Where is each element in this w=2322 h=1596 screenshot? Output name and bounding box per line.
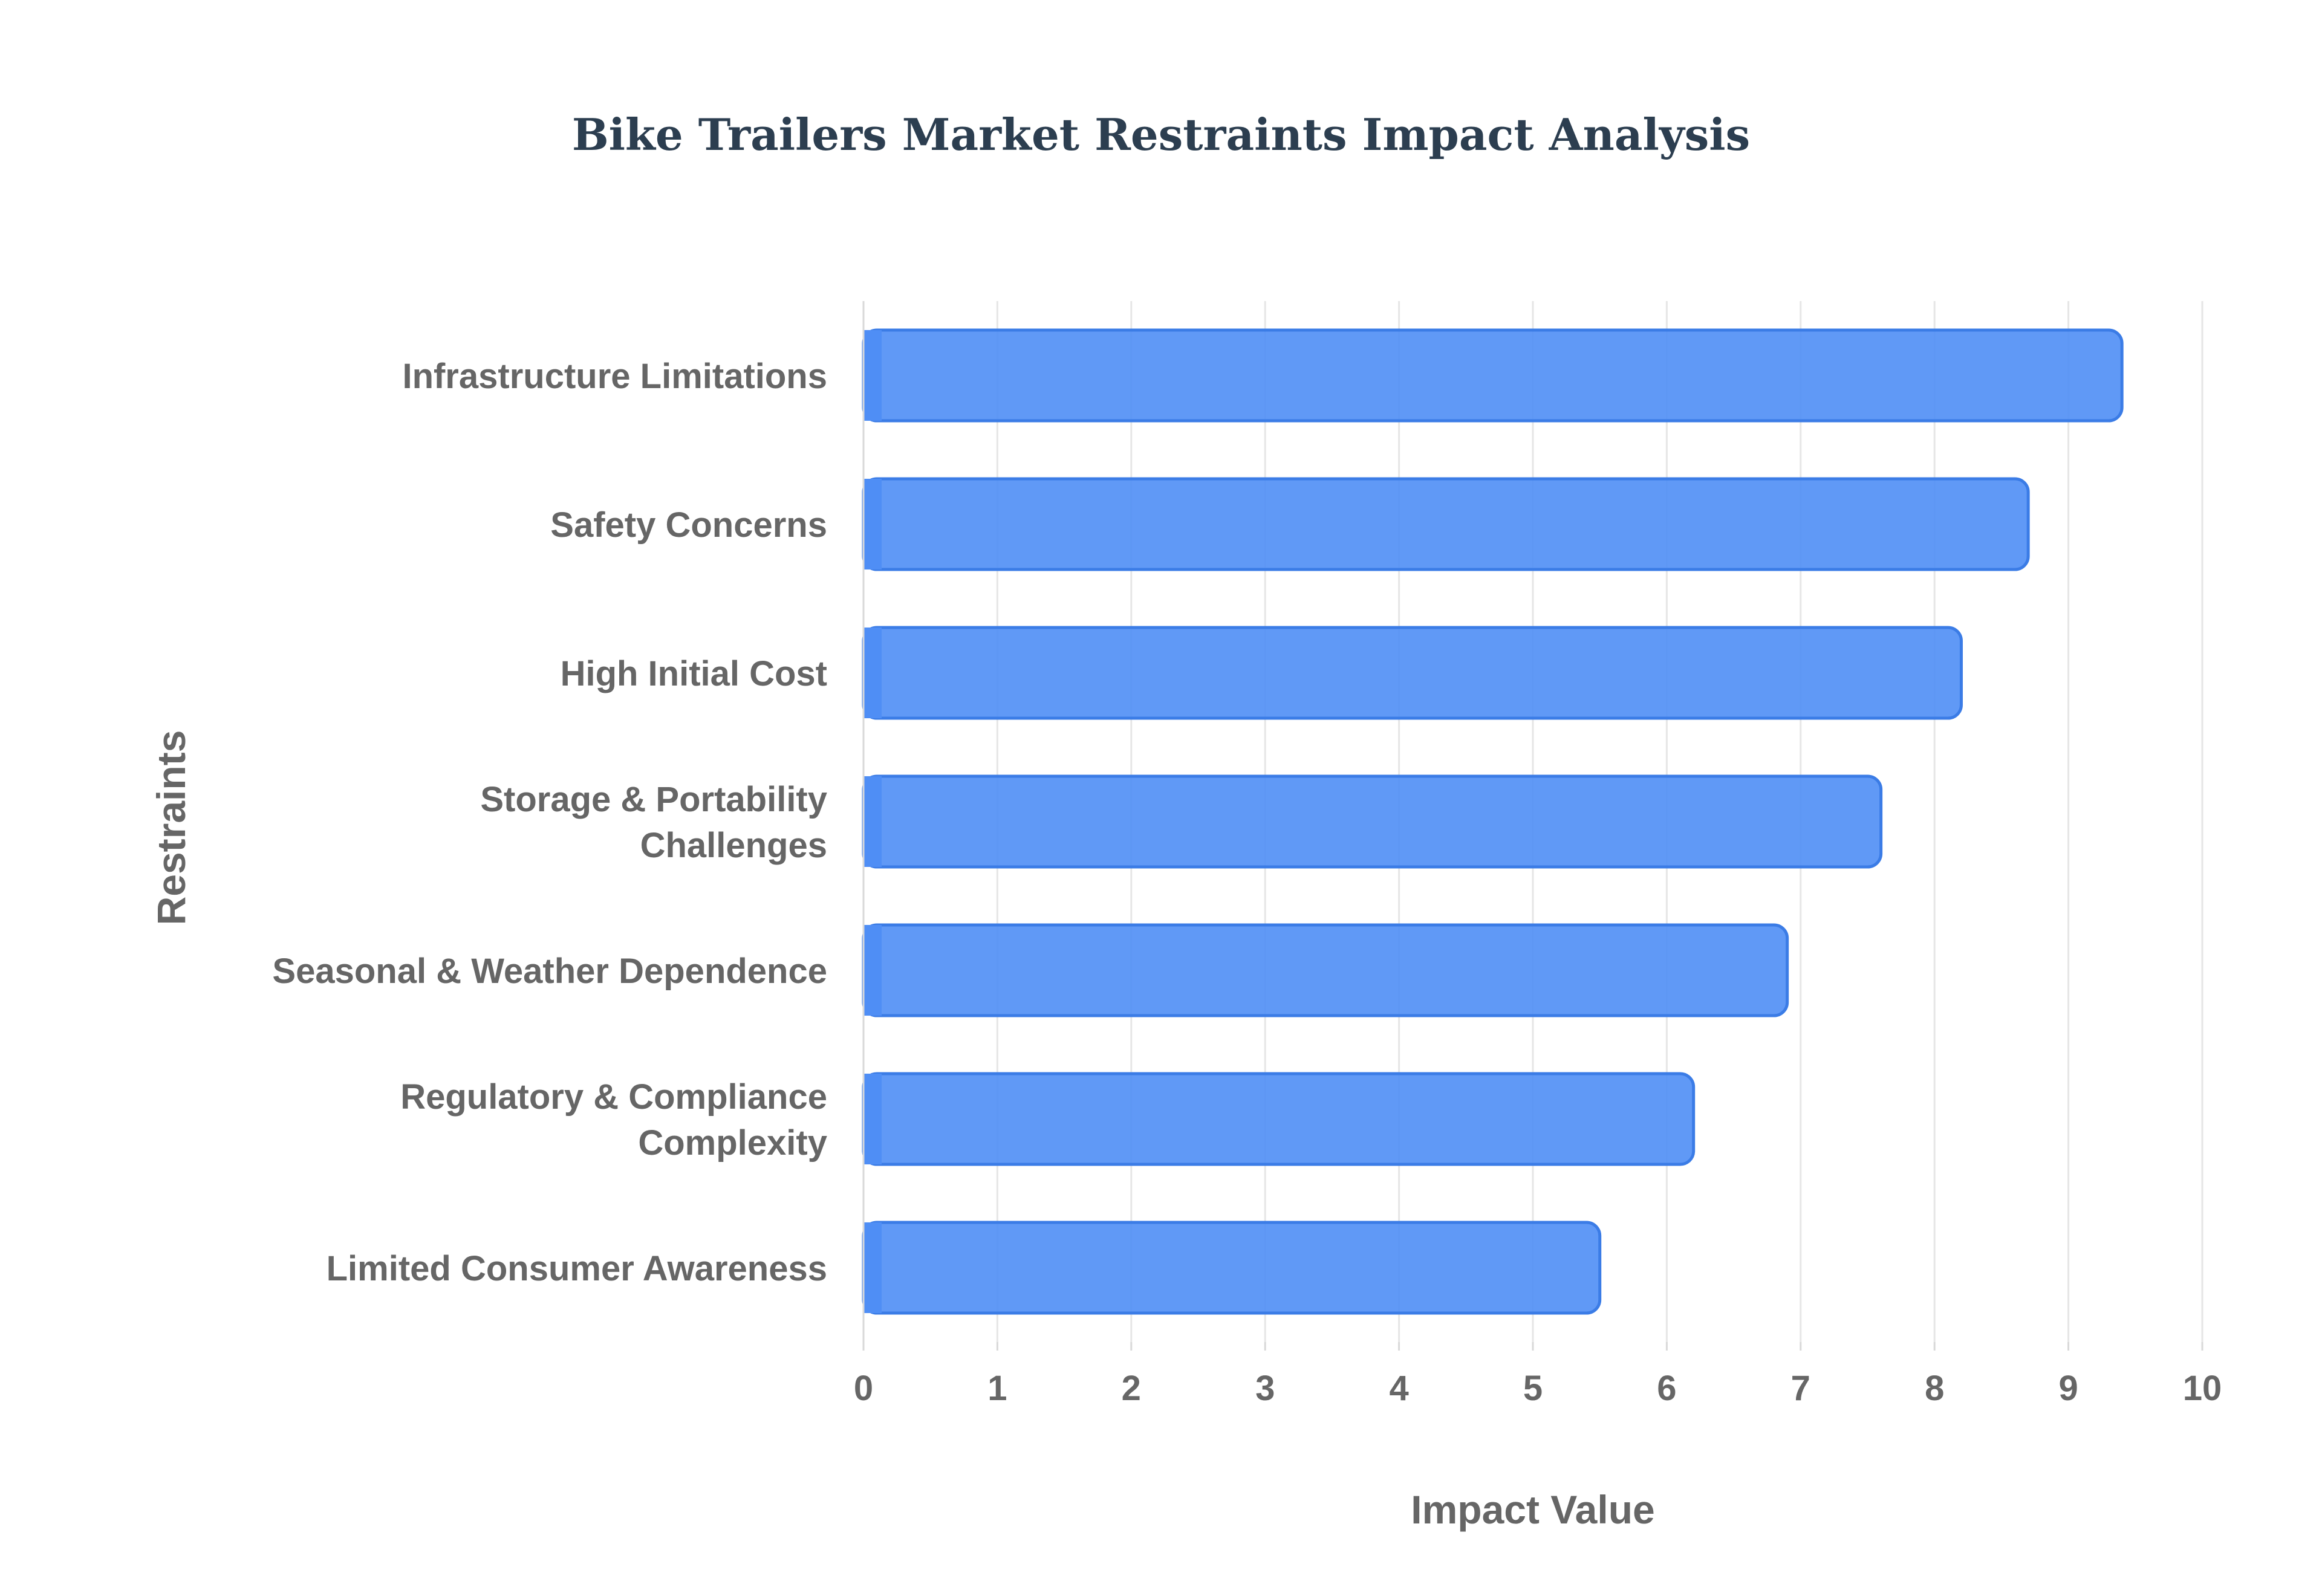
category-label: Regulatory & Compliance Complexity bbox=[400, 1077, 827, 1163]
bar[interactable] bbox=[862, 1221, 1602, 1315]
x-tick-label: 3 bbox=[1255, 1369, 1275, 1408]
bar[interactable] bbox=[862, 328, 2124, 423]
category-label-line: Infrastructure Limitations bbox=[402, 357, 827, 396]
category-label-line: Safety Concerns bbox=[550, 505, 827, 545]
x-tick-label: 0 bbox=[854, 1369, 873, 1408]
bar-base bbox=[863, 627, 882, 719]
x-tick-label: 10 bbox=[2183, 1369, 2222, 1408]
bar-base bbox=[863, 478, 882, 570]
x-tick-label: 5 bbox=[1523, 1369, 1543, 1408]
chart-title: Bike Trailers Market Restraints Impact A… bbox=[571, 109, 1751, 160]
category-label-line: Regulatory & Compliance bbox=[400, 1077, 827, 1117]
category-label-line: Limited Consumer Awareness bbox=[327, 1249, 827, 1288]
bar[interactable] bbox=[862, 1072, 1696, 1166]
category-label-line: Seasonal & Weather Dependence bbox=[272, 952, 827, 991]
category-label: Limited Consumer Awareness bbox=[327, 1249, 827, 1288]
x-tick-label: 7 bbox=[1791, 1369, 1810, 1408]
bar-base bbox=[863, 776, 882, 868]
category-label: Safety Concerns bbox=[550, 505, 827, 545]
bar[interactable] bbox=[862, 477, 2030, 571]
axes bbox=[862, 301, 2203, 1351]
x-tick-label: 8 bbox=[1925, 1369, 1944, 1408]
y-axis-title: Restraints bbox=[149, 730, 194, 926]
category-label-line: Complexity bbox=[638, 1123, 827, 1163]
category-label-line: Challenges bbox=[640, 826, 827, 865]
x-tick-label: 6 bbox=[1657, 1369, 1676, 1408]
bar-base bbox=[863, 1222, 882, 1314]
x-axis-title: Impact Value bbox=[1411, 1487, 1655, 1532]
category-label-line: Storage & Portability bbox=[480, 780, 827, 819]
bar-base bbox=[863, 1073, 882, 1165]
category-label-line: High Initial Cost bbox=[561, 654, 827, 693]
category-label: Infrastructure Limitations bbox=[402, 357, 827, 396]
bar[interactable] bbox=[862, 626, 1963, 720]
bar[interactable] bbox=[862, 774, 1883, 869]
category-label: Seasonal & Weather Dependence bbox=[272, 952, 827, 991]
x-tick-label: 2 bbox=[1122, 1369, 1141, 1408]
bars bbox=[862, 328, 2124, 1315]
bar-base bbox=[863, 329, 882, 421]
category-label: Storage & Portability Challenges bbox=[480, 780, 827, 865]
labels: 0 1 2 3 4 5 6 7 8 9 10 Infrastructure Limitations Sa… bbox=[272, 357, 2222, 1408]
x-tick-label: 1 bbox=[987, 1369, 1007, 1408]
bar[interactable] bbox=[862, 923, 1789, 1017]
category-label: High Initial Cost bbox=[561, 654, 827, 693]
bar-base bbox=[863, 924, 882, 1016]
x-tick-label: 9 bbox=[2058, 1369, 2078, 1408]
x-tick-label: 4 bbox=[1389, 1369, 1408, 1408]
